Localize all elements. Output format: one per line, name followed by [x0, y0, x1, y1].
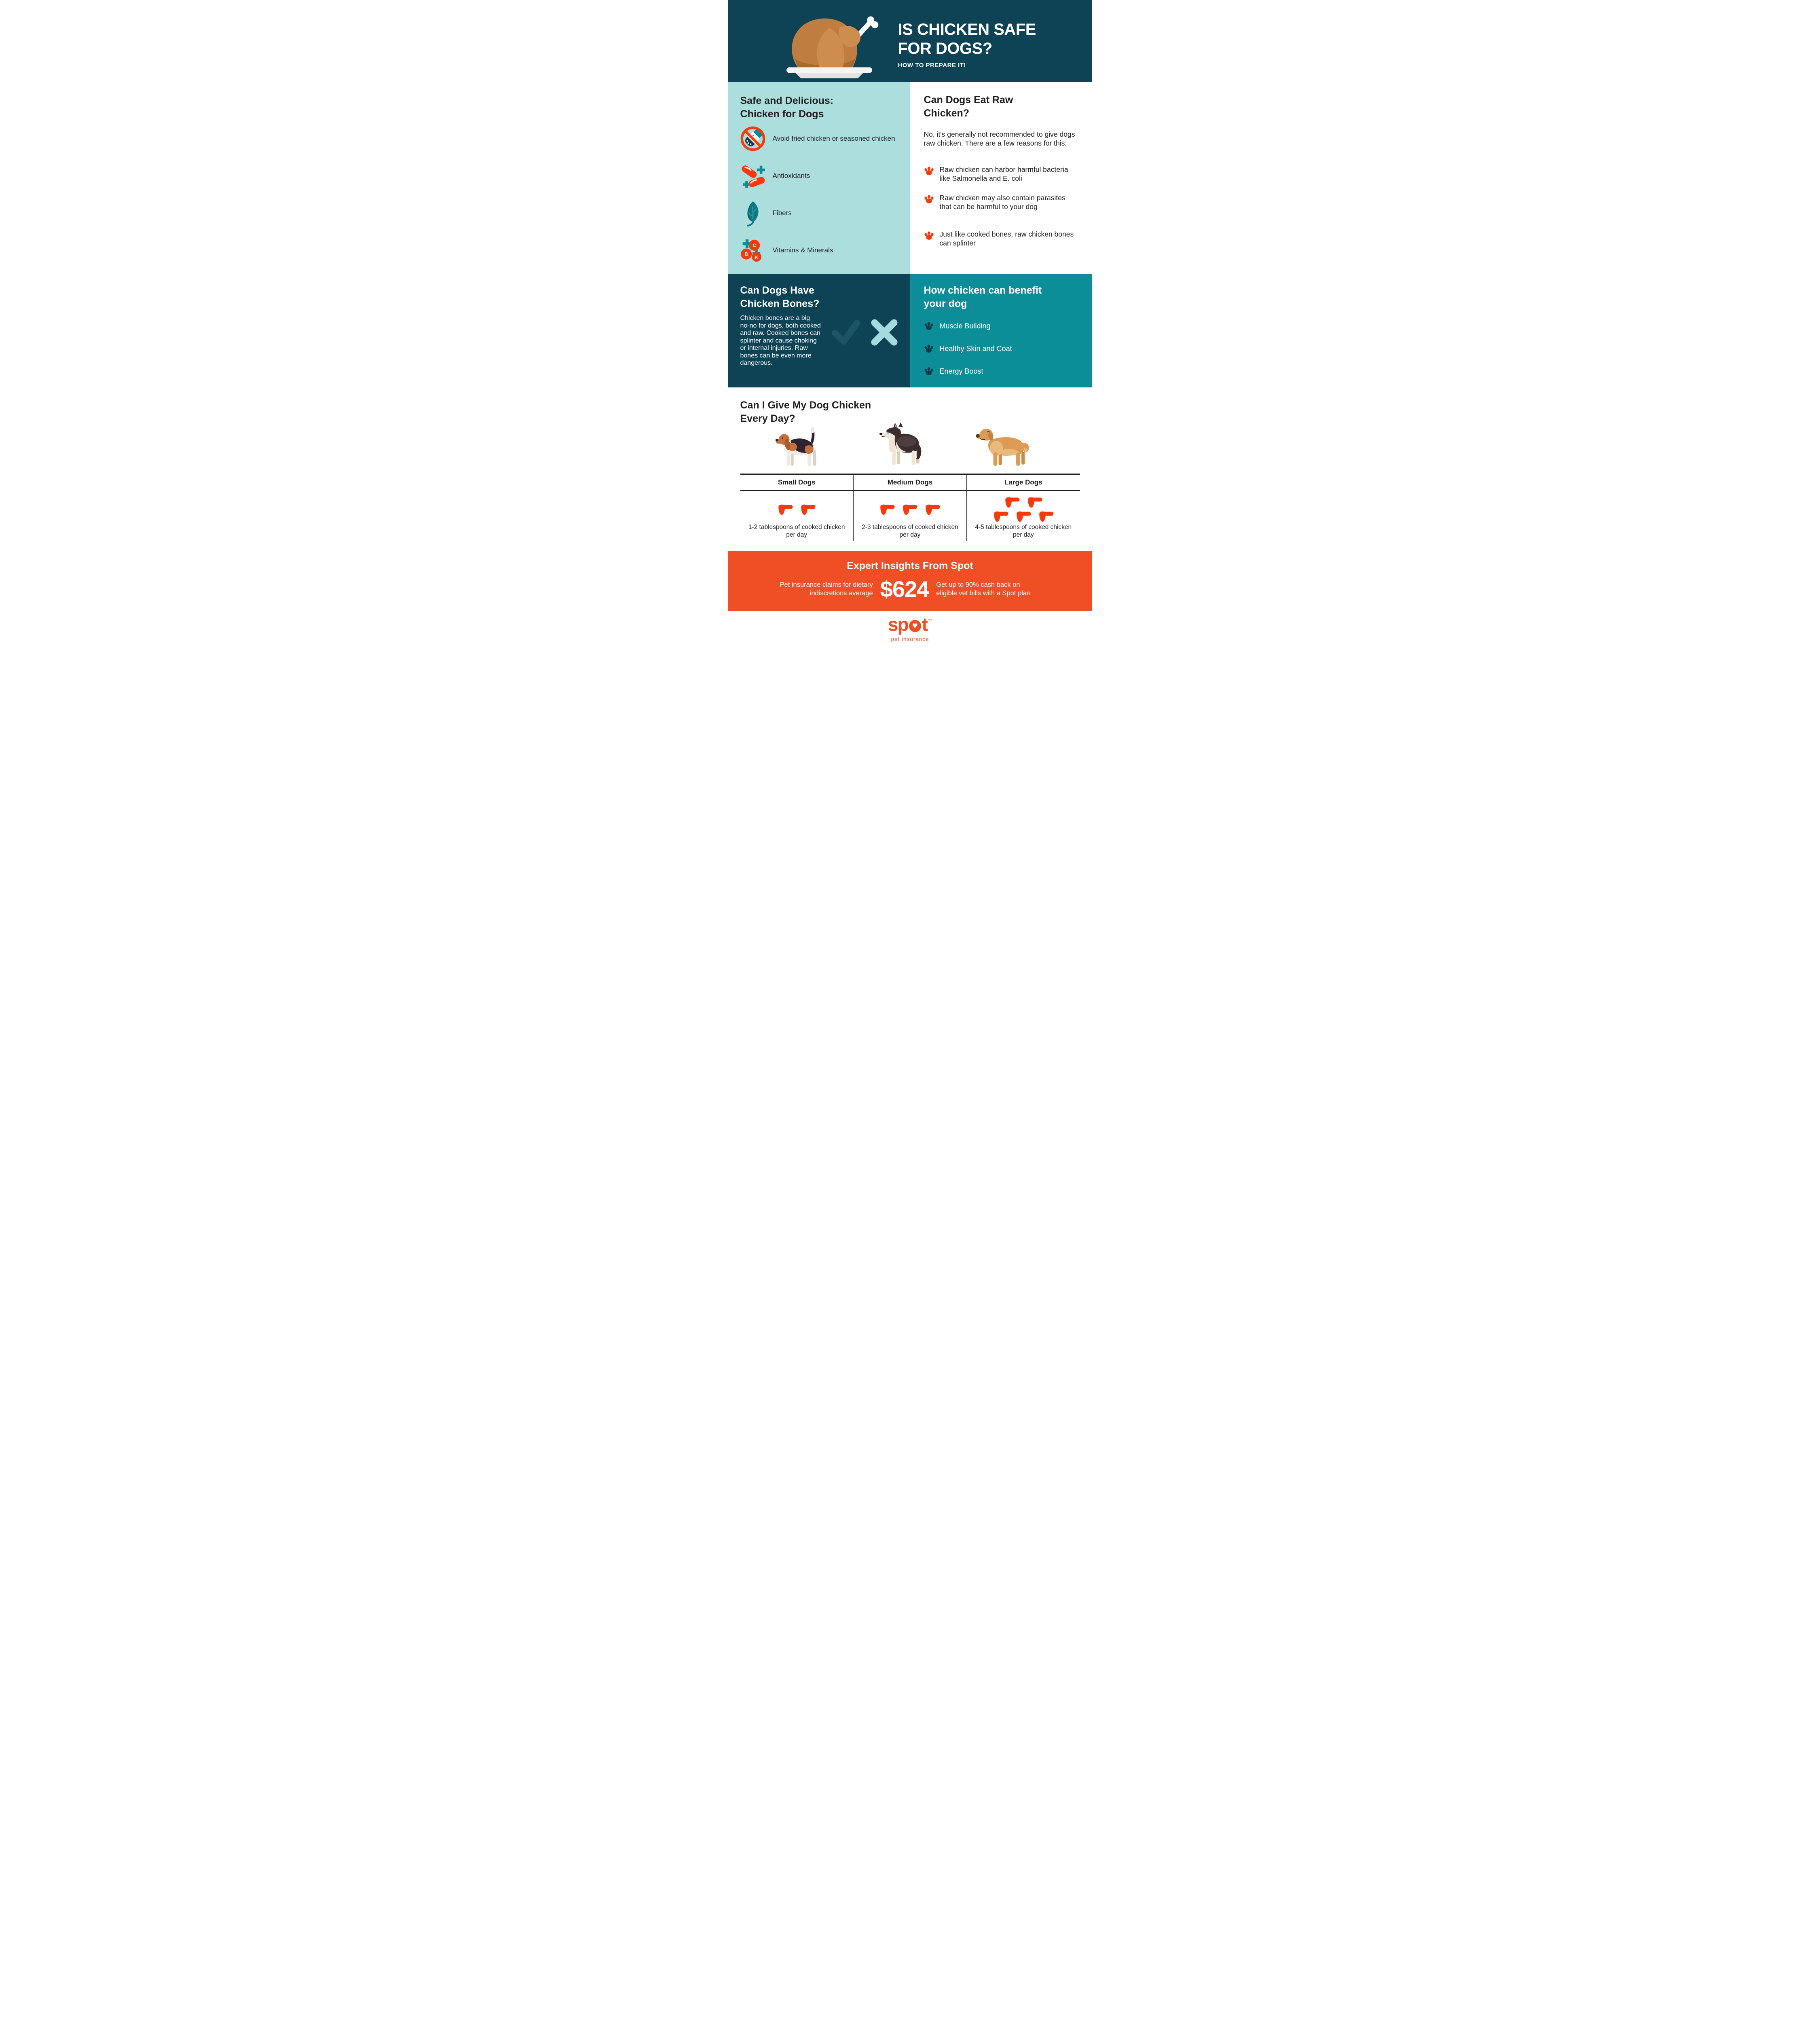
antioxidants-pills-icon	[740, 164, 766, 188]
paw-icon	[924, 321, 934, 331]
list-item: Energy Boost	[924, 366, 1082, 376]
table-mid-rule	[740, 490, 1080, 491]
roast-chicken-illustration	[786, 16, 878, 78]
paw-icon	[924, 166, 934, 176]
raw-chicken-section: Can Dogs Eat Raw Chicken? No, it's gener…	[910, 82, 1092, 274]
footer-section: sp ♥ t ™ pet insurance	[728, 611, 1092, 647]
benefit-text: Healthy Skin and Coat	[939, 344, 1012, 353]
table-cell-large-dogs: 4-5 tablespoons of cooked chicken per da…	[966, 491, 1080, 541]
safe-and-delicious-section: Safe and Delicious: Chicken for Dogs	[728, 82, 910, 274]
table-top-rule	[740, 474, 1080, 475]
spoon-icon	[901, 503, 918, 516]
insights-title: Expert Insights From Spot	[847, 560, 973, 571]
list-item: Raw chicken can harbor harmful bacteria …	[924, 165, 1086, 183]
trademark-symbol: ™	[928, 619, 932, 623]
logo-text-sp: sp	[888, 614, 909, 635]
page-title-line2: FOR DOGS?	[898, 39, 993, 57]
bullet-text: Raw chicken may also contain parasites t…	[939, 194, 1065, 211]
daily-chicken-section: Can I Give My Dog Chicken Every Day?	[728, 387, 1092, 551]
serving-amount: 2-3 tablespoons of cooked chicken per da…	[862, 524, 958, 538]
benefits-section: How chicken can benefit your dog Muscle …	[910, 274, 1092, 387]
spoon-group	[879, 495, 941, 524]
spoon-group	[777, 495, 816, 524]
safe-section-title: Safe and Delicious: Chicken for Dogs	[740, 95, 834, 120]
table-column-header: Large Dogs	[966, 475, 1080, 490]
benefit-text: Muscle Building	[939, 321, 991, 330]
list-item: Fibers	[740, 199, 901, 228]
expert-insights-section: Expert Insights From Spot Pet insurance …	[728, 551, 1092, 611]
insights-left-text: Pet insurance claims for dietary indiscr…	[780, 581, 873, 597]
header-section: IS CHICKEN SAFE FOR DOGS? HOW TO PREPARE…	[728, 0, 1092, 82]
spoon-icon	[1004, 496, 1021, 508]
no-seasoning-icon	[740, 126, 766, 151]
list-item: Muscle Building	[924, 321, 1082, 331]
safe-item-label: Vitamins & Minerals	[772, 246, 833, 254]
golden-retriever-illustration	[975, 429, 1029, 466]
spoon-icon	[924, 503, 941, 516]
table-column-header: Small Dogs	[778, 478, 816, 486]
safe-item-label: Avoid fried chicken or seasoned chicken	[772, 134, 895, 142]
spoon-icon	[879, 503, 896, 516]
list-item: Just like cooked bones, raw chicken bone…	[924, 230, 1086, 247]
paw-icon	[924, 344, 934, 353]
spoon-icon	[1015, 510, 1032, 522]
vitamins-minerals-icon: C B K	[740, 239, 766, 262]
spoon-group	[992, 495, 1055, 524]
safe-item-label: Fibers	[772, 209, 792, 217]
spot-logo: sp ♥ t ™	[728, 615, 1092, 634]
bones-section-paragraph: Chicken bones are a big no-no for dogs, …	[740, 315, 821, 367]
fibers-leaf-icon	[740, 200, 766, 226]
spoon-icon	[992, 510, 1009, 522]
list-item: Antioxidants	[740, 162, 901, 190]
list-item: Healthy Skin and Coat	[924, 344, 1082, 353]
benefit-text: Energy Boost	[939, 367, 983, 375]
logo-o-heart-icon: ♥	[909, 620, 921, 632]
serving-amount: 1-2 tablespoons of cooked chicken per da…	[748, 524, 845, 538]
serving-table: Small Dogs Medium Dogs Large Dogs 1-2 ta…	[740, 474, 1080, 541]
chicken-bones-section: Can Dogs Have Chicken Bones? Chicken bon…	[728, 274, 910, 387]
bones-section-title: Can Dogs Have Chicken Bones?	[740, 285, 820, 309]
spoon-icon	[1038, 510, 1055, 522]
paw-icon	[924, 366, 934, 376]
list-item: C B K Vitamins & Minerals	[740, 236, 901, 265]
list-item: Avoid fried chicken or seasoned chicken	[740, 124, 901, 153]
spoon-icon	[777, 503, 794, 516]
svg-text:K: K	[755, 255, 758, 260]
serving-amount: 4-5 tablespoons of cooked chicken per da…	[975, 524, 1072, 538]
svg-text:B: B	[744, 252, 748, 257]
infographic-page: IS CHICKEN SAFE FOR DOGS? HOW TO PREPARE…	[728, 0, 1092, 647]
logo-tagline: pet insurance	[891, 636, 929, 642]
table-cell-medium-dogs: 2-3 tablespoons of cooked chicken per da…	[853, 491, 966, 541]
insights-stat-value: $624	[880, 576, 930, 602]
benefits-section-title: How chicken can benefit your dog	[924, 285, 1042, 309]
bullet-text: Just like cooked bones, raw chicken bone…	[939, 230, 1074, 247]
page-subtitle: HOW TO PREPARE IT!	[898, 61, 966, 69]
husky-illustration	[879, 422, 921, 465]
beagle-illustration	[775, 426, 816, 466]
spoon-icon	[799, 503, 816, 516]
spoon-icon	[1026, 496, 1043, 508]
insights-right-text: Get up to 90% cash back on eligible vet …	[936, 581, 1031, 597]
paw-icon	[924, 194, 934, 204]
logo-text-t: t	[922, 614, 928, 635]
paw-icon	[924, 231, 934, 241]
list-item: Raw chicken may also contain parasites t…	[924, 194, 1086, 211]
bullet-text: Raw chicken can harbor harmful bacteria …	[939, 165, 1068, 182]
table-column-header: Medium Dogs	[853, 475, 966, 490]
daily-section-title: Can I Give My Dog Chicken Every Day?	[740, 400, 871, 424]
table-cell-small-dogs: 1-2 tablespoons of cooked chicken per da…	[740, 491, 853, 541]
page-title-line1: IS CHICKEN SAFE	[898, 21, 1036, 38]
raw-section-intro: No, it's generally not recommended to gi…	[924, 130, 1075, 148]
safe-item-label: Antioxidants	[772, 171, 810, 180]
check-and-cross-icon	[831, 319, 897, 346]
svg-text:C: C	[753, 243, 756, 248]
raw-section-title: Can Dogs Eat Raw Chicken?	[924, 94, 1013, 119]
